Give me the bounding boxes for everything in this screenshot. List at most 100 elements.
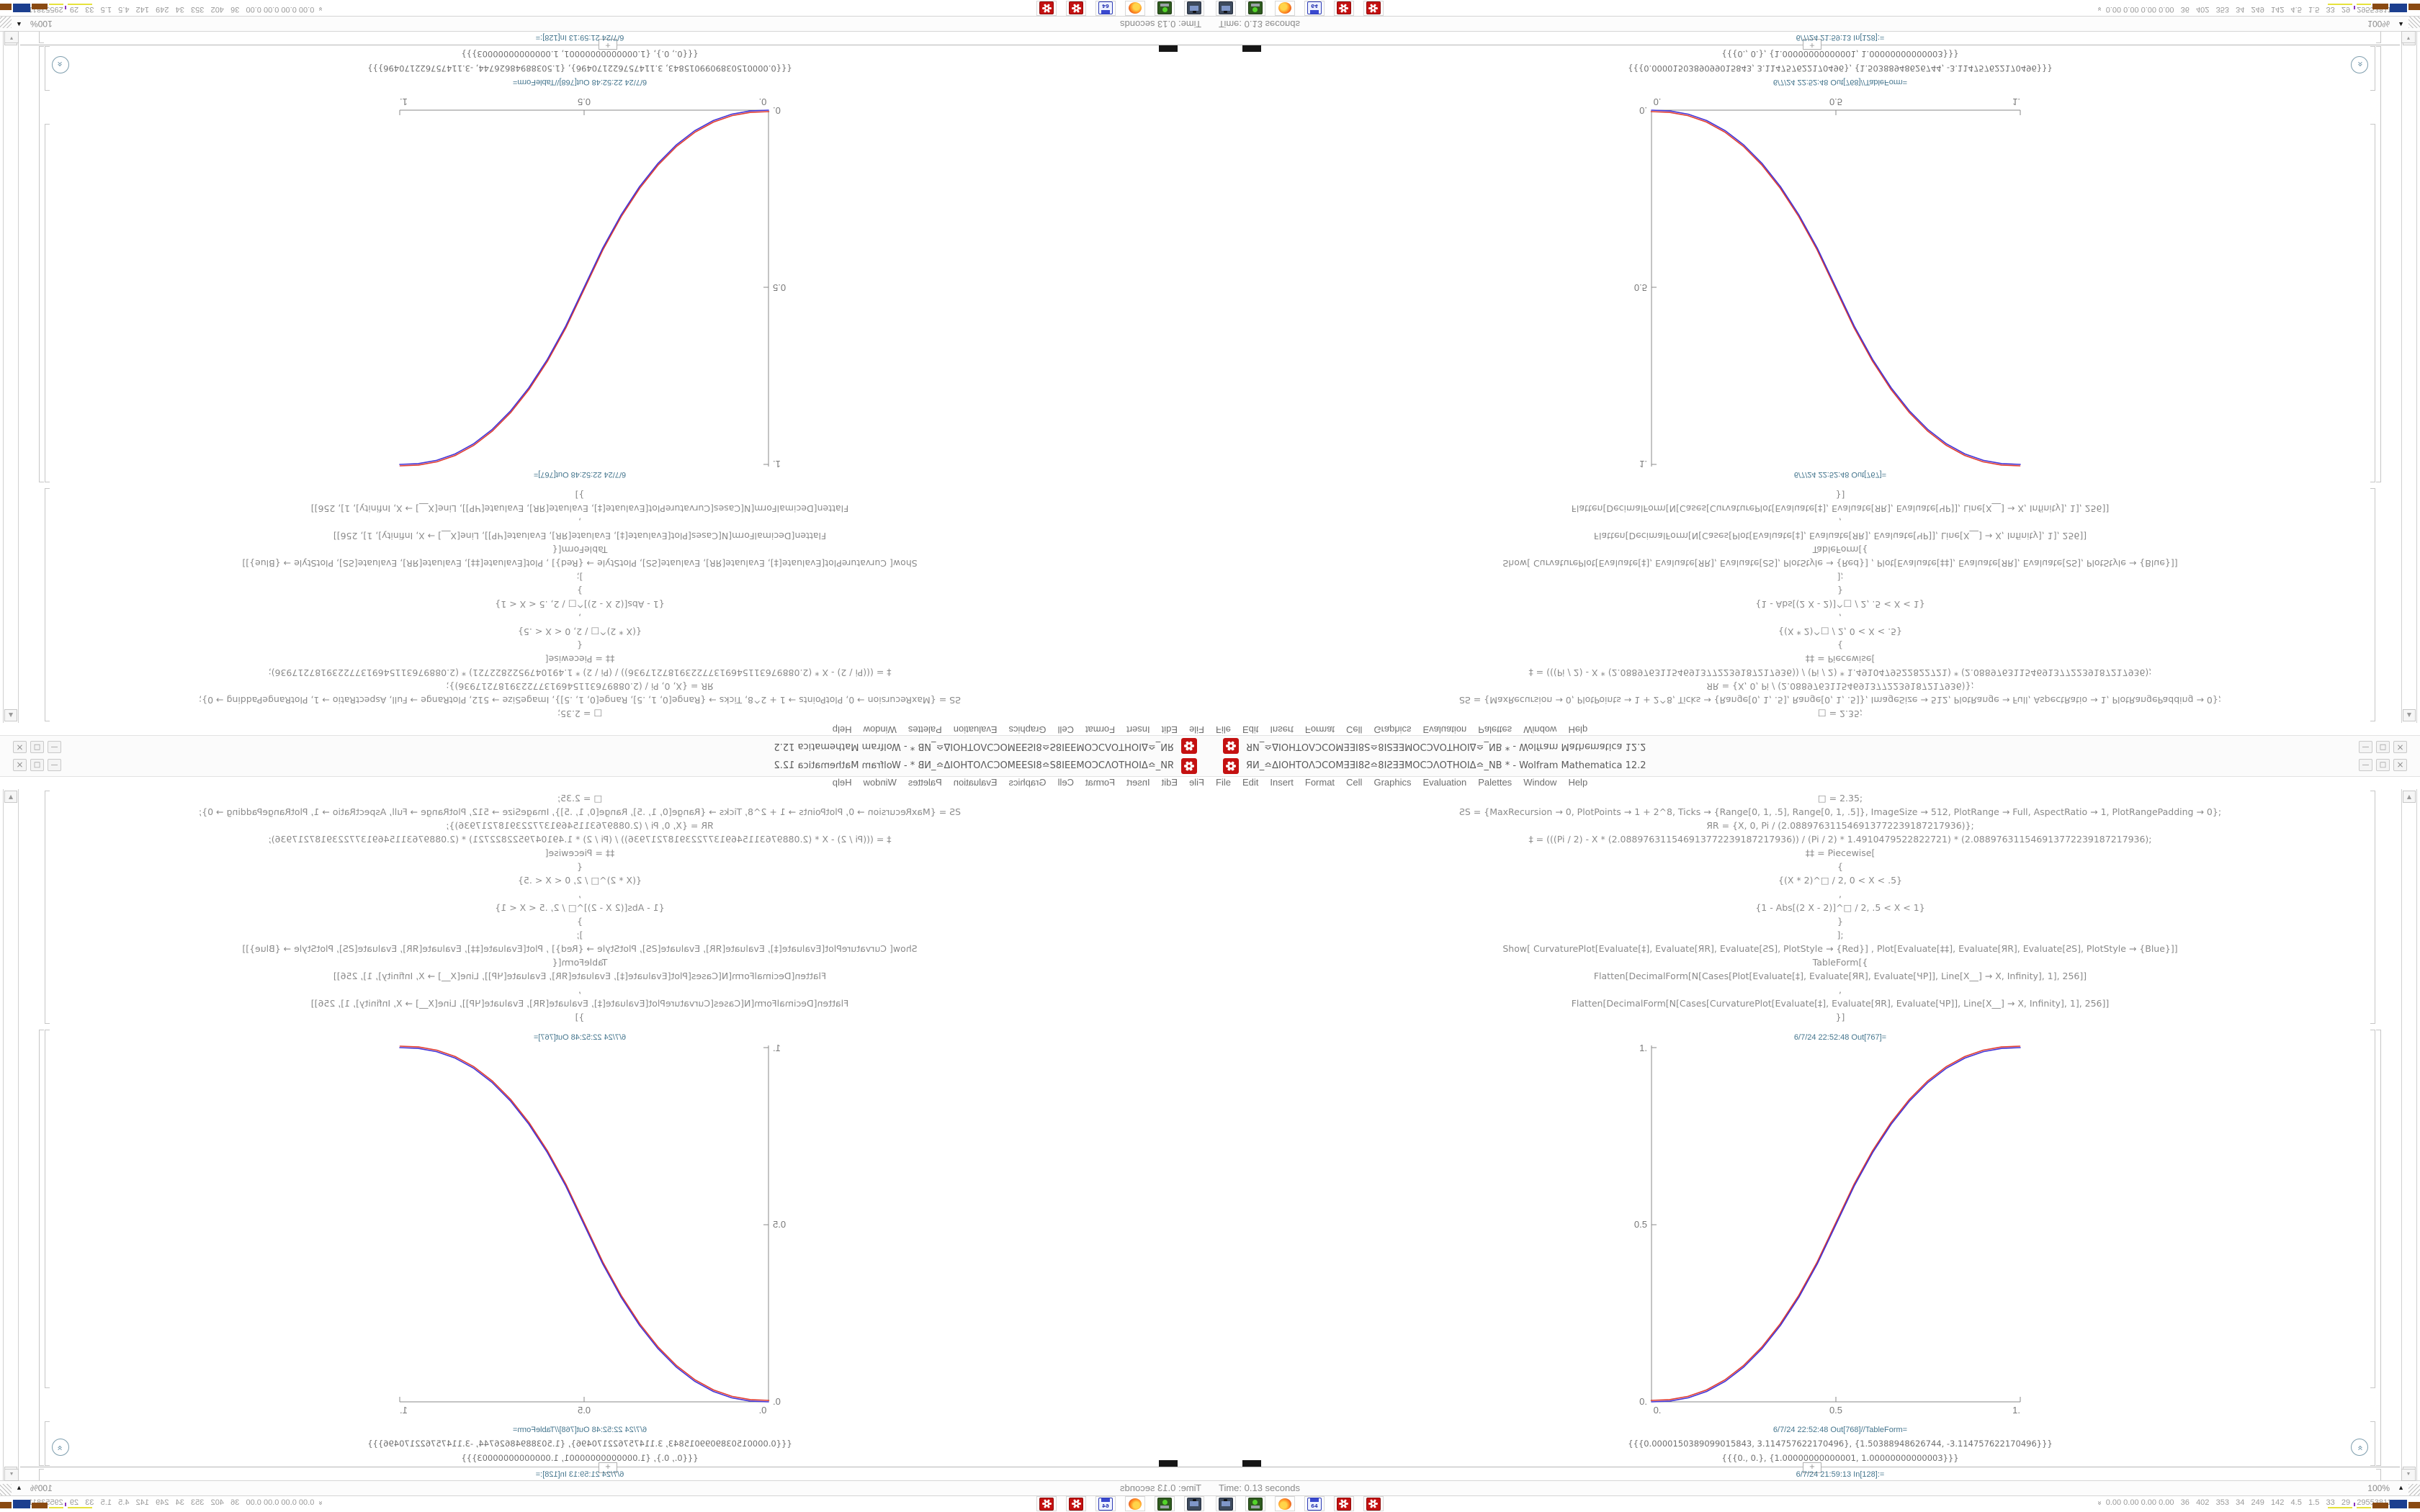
menu-cell[interactable]: Cell	[1057, 724, 1074, 735]
code-line[interactable]: ,	[1839, 613, 1842, 624]
scroll-more-chevron-icon[interactable]: «	[52, 56, 69, 73]
magnification-dropdown[interactable]: ▼	[2401, 31, 2416, 43]
cell-bracket-output-group[interactable]	[39, 46, 44, 482]
scroll-up-arrow[interactable]: ▲	[4, 709, 17, 721]
code-line[interactable]: ‡‡ = Piecewise[	[544, 654, 615, 665]
firefox-icon[interactable]	[1125, 1496, 1145, 1511]
firefox-icon[interactable]	[1275, 1496, 1295, 1511]
menu-window[interactable]: Window	[863, 724, 897, 735]
cell-bracket-new-input[interactable]	[39, 32, 44, 43]
magnification-level[interactable]: 100%	[30, 19, 53, 29]
code-line[interactable]: {	[1837, 861, 1843, 872]
menu-help[interactable]: Help	[1568, 777, 1588, 788]
code-line[interactable]: {1 - Abs[(2 X - 2)]^□ / 2, .5 < X < 1}	[495, 902, 665, 913]
menu-format[interactable]: Format	[1085, 777, 1116, 788]
code-line[interactable]: {	[577, 861, 583, 872]
code-line[interactable]: ‡ = (((Pi / 2) - X * (2.0889763115469137…	[268, 667, 892, 678]
code-line[interactable]: Flatten[DecimalForm[N[Cases[CurvaturePlo…	[1571, 503, 2110, 514]
code-line[interactable]: ‡ = (((Pi / 2) - X * (2.0889763115469137…	[1528, 834, 2152, 845]
menu-help[interactable]: Help	[1568, 724, 1588, 735]
code-line[interactable]: {(X * 2)^□ / 2, 0 < X < .5}	[1778, 875, 1902, 886]
scroll-more-chevron-icon[interactable]: «	[52, 1439, 69, 1456]
code-line[interactable]: ,	[1839, 888, 1842, 899]
cell-bracket-plot[interactable]	[45, 1030, 50, 1388]
code-line[interactable]: }]	[575, 490, 585, 500]
cell-bracket-new-input[interactable]	[39, 1469, 44, 1480]
mathematica-taskbar-icon[interactable]	[1334, 1496, 1354, 1511]
menu-evaluation[interactable]: Evaluation	[1422, 724, 1467, 735]
menu-file[interactable]: File	[1216, 777, 1231, 788]
code-line[interactable]: }]	[1835, 1012, 1845, 1022]
code-line[interactable]: {(X * 2)^□ / 2, 0 < X < .5}	[1778, 626, 1902, 637]
minimize-button[interactable]: —	[2359, 741, 2372, 753]
menu-edit[interactable]: Edit	[1242, 724, 1259, 735]
code-line[interactable]: ,	[578, 888, 581, 899]
window-titlebar[interactable]: ЯИ_≏ΔΙΟΗΤΟΛƆCΟΜƎƎΙ8Ƨ≏8ΙƧƎƎΜΟCƆΛΟΤΗΟΙΔ≏_N…	[1210, 756, 2420, 777]
resize-grip[interactable]	[0, 1484, 12, 1495]
magnification-level[interactable]: 100%	[30, 1483, 53, 1493]
menu-window[interactable]: Window	[1523, 777, 1557, 788]
code-line[interactable]: ƧS = {MaxRecursion → 0, PlotPoints → 1 +…	[198, 695, 962, 706]
scroll-up-arrow[interactable]: ▲	[2403, 709, 2416, 721]
vertical-scrollbar[interactable]: ▲ ▼	[3, 789, 19, 1480]
input-code-cell[interactable]: □ = 2.35; ƧS = {MaxRecursion → 0, PlotPoi…	[1281, 488, 2400, 721]
code-line[interactable]: □ = 2.35;	[1817, 708, 1863, 719]
mathematica-taskbar-icon[interactable]	[1066, 1496, 1086, 1511]
menu-graphics[interactable]: Graphics	[1373, 724, 1412, 735]
cell-bracket-plot[interactable]	[2370, 124, 2375, 482]
code-line[interactable]: ƧS = {MaxRecursion → 0, PlotPoints → 1 +…	[198, 806, 962, 817]
menu-format[interactable]: Format	[1304, 777, 1335, 788]
code-line[interactable]: □ = 2.35;	[557, 793, 603, 804]
cell-bracket-table[interactable]	[45, 1421, 50, 1466]
mathematica-taskbar-icon[interactable]	[1334, 1, 1354, 16]
code-line[interactable]: ЯR = {X, 0, Pi / (2.08897631154691377223…	[1706, 820, 1974, 831]
window-titlebar[interactable]: ЯИ_≏ΔΙΟΗΤΟΛƆCΟΜƎƎΙ8Ƨ≏8ΙƧƎƎΜΟCƆΛΟΤΗΟΙΔ≏_N…	[0, 735, 1210, 756]
screenshot-tool-icon[interactable]	[1216, 1, 1236, 16]
code-line[interactable]: TableForm[{	[1812, 544, 1868, 555]
code-line[interactable]: {(X * 2)^□ / 2, 0 < X < .5}	[518, 626, 642, 637]
menu-help[interactable]: Help	[832, 777, 852, 788]
code-line[interactable]: ƧS = {MaxRecursion → 0, PlotPoints → 1 +…	[1458, 695, 2222, 706]
cell-bracket-new-input[interactable]	[2376, 32, 2381, 43]
code-line[interactable]: ];	[576, 572, 583, 582]
magnification-level[interactable]: 100%	[2367, 19, 2390, 29]
code-line[interactable]: □ = 2.35;	[557, 708, 603, 719]
code-line[interactable]: {1 - Abs[(2 X - 2)]^□ / 2, .5 < X < 1}	[495, 599, 665, 610]
cell-bracket-plot[interactable]	[2370, 1030, 2375, 1388]
menu-palettes[interactable]: Palettes	[908, 777, 942, 788]
code-line[interactable]: {1 - Abs[(2 X - 2)]^□ / 2, .5 < X < 1}	[1755, 599, 1925, 610]
green-device-app-icon[interactable]	[1155, 1, 1175, 16]
resize-grip[interactable]	[0, 17, 12, 28]
code-line[interactable]: Flatten[DecimalForm[N[Cases[CurvaturePlo…	[310, 503, 849, 514]
menu-edit[interactable]: Edit	[1242, 777, 1259, 788]
code-line[interactable]: Flatten[DecimalForm[N[Cases[CurvaturePlo…	[310, 998, 849, 1009]
menu-insert[interactable]: Insert	[1270, 724, 1294, 735]
close-button[interactable]: ×	[2393, 741, 2407, 753]
code-line[interactable]: ];	[576, 930, 583, 940]
minimize-button[interactable]: —	[48, 741, 61, 753]
code-line[interactable]: Show[ CurvaturePlot[Evaluate[‡], Evaluat…	[242, 558, 918, 569]
code-line[interactable]: Show[ CurvaturePlot[Evaluate[‡], Evaluat…	[1502, 943, 2178, 954]
code-line[interactable]: {(X * 2)^□ / 2, 0 < X < .5}	[518, 875, 642, 886]
menu-graphics[interactable]: Graphics	[1008, 724, 1047, 735]
menu-window[interactable]: Window	[1523, 724, 1557, 735]
code-line[interactable]: ,	[578, 984, 581, 995]
floppy-64-app-icon[interactable]: 64	[1095, 1, 1116, 16]
code-line[interactable]: }	[577, 916, 583, 927]
close-button[interactable]: ×	[13, 741, 27, 753]
code-line[interactable]: }	[1837, 916, 1843, 927]
code-line[interactable]: ‡‡ = Piecewise[	[1805, 654, 1876, 665]
firefox-icon[interactable]	[1275, 1, 1295, 16]
vertical-scrollbar[interactable]: ▲ ▼	[2401, 789, 2417, 1480]
window-titlebar[interactable]: ЯИ_≏ΔΙΟΗΤΟΛƆCΟΜƎƎΙ8Ƨ≏8ΙƧƎƎΜΟCƆΛΟΤΗΟΙΔ≏_N…	[0, 756, 1210, 777]
code-line[interactable]: }	[577, 585, 583, 596]
code-line[interactable]: TableForm[{	[552, 957, 608, 968]
code-line[interactable]: ‡ = (((Pi / 2) - X * (2.0889763115469137…	[1528, 667, 2152, 678]
menu-evaluation[interactable]: Evaluation	[953, 777, 998, 788]
menu-insert[interactable]: Insert	[1126, 724, 1150, 735]
green-device-app-icon[interactable]	[1155, 1496, 1175, 1511]
code-line[interactable]: }]	[1835, 490, 1845, 500]
code-line[interactable]: ЯR = {X, 0, Pi / (2.08897631154691377223…	[446, 681, 714, 692]
window-titlebar[interactable]: ЯИ_≏ΔΙΟΗΤΟΛƆCΟΜƎƎΙ8Ƨ≏8ΙƧƎƎΜΟCƆΛΟΤΗΟΙΔ≏_N…	[1210, 735, 2420, 756]
cell-bracket-table[interactable]	[2370, 1421, 2375, 1466]
